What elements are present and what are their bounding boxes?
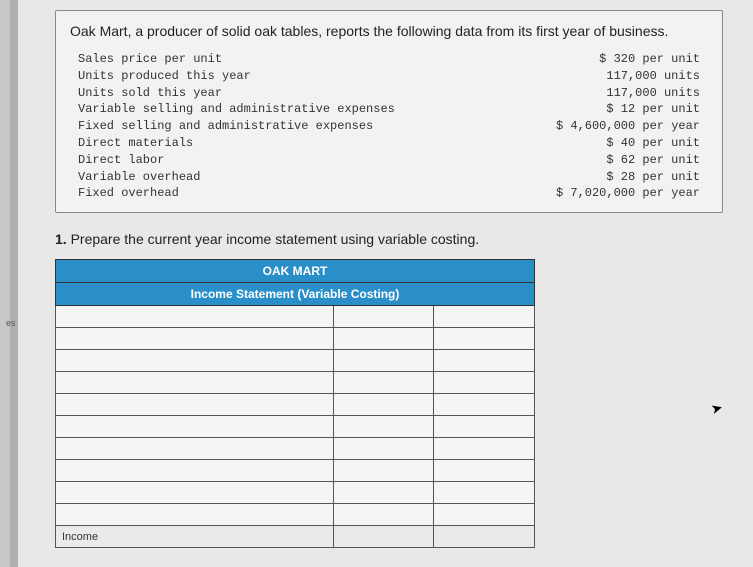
cell-desc[interactable] bbox=[56, 482, 334, 504]
table-row bbox=[56, 306, 535, 328]
income-statement-table: OAK MART Income Statement (Variable Cost… bbox=[55, 259, 535, 548]
data-label: Fixed overhead bbox=[78, 185, 179, 202]
cursor-icon: ➤ bbox=[709, 399, 725, 418]
cell-val[interactable] bbox=[333, 350, 434, 372]
data-value: $ 4,600,000 per year bbox=[556, 118, 700, 135]
cell-val[interactable] bbox=[434, 526, 535, 548]
data-row: Direct labor $ 62 per unit bbox=[70, 152, 708, 169]
data-row: Fixed selling and administrative expense… bbox=[70, 118, 708, 135]
data-value: $ 40 per unit bbox=[606, 135, 700, 152]
table-row bbox=[56, 350, 535, 372]
cell-desc[interactable] bbox=[56, 504, 334, 526]
data-row: Direct materials $ 40 per unit bbox=[70, 135, 708, 152]
data-value: $ 28 per unit bbox=[606, 169, 700, 186]
cell-val[interactable] bbox=[333, 416, 434, 438]
table-row bbox=[56, 438, 535, 460]
income-row: Income bbox=[56, 526, 535, 548]
data-label: Units sold this year bbox=[78, 85, 222, 102]
cell-desc[interactable] bbox=[56, 394, 334, 416]
cell-val[interactable] bbox=[434, 460, 535, 482]
data-value: $ 62 per unit bbox=[606, 152, 700, 169]
data-value: 117,000 units bbox=[606, 68, 700, 85]
problem-data-box: Oak Mart, a producer of solid oak tables… bbox=[55, 10, 723, 213]
table-header-company: OAK MART bbox=[56, 260, 535, 283]
table-row bbox=[56, 482, 535, 504]
cell-desc[interactable] bbox=[56, 460, 334, 482]
cell-val[interactable] bbox=[333, 526, 434, 548]
data-label: Variable selling and administrative expe… bbox=[78, 101, 395, 118]
cell-val[interactable] bbox=[434, 416, 535, 438]
data-row: Units sold this year 117,000 units bbox=[70, 85, 708, 102]
data-label: Units produced this year bbox=[78, 68, 251, 85]
cell-val[interactable] bbox=[333, 372, 434, 394]
income-statement-wrap: OAK MART Income Statement (Variable Cost… bbox=[55, 259, 535, 548]
question-body: Prepare the current year income statemen… bbox=[67, 231, 479, 247]
data-value: $ 7,020,000 per year bbox=[556, 185, 700, 202]
cell-desc[interactable] bbox=[56, 350, 334, 372]
table-row bbox=[56, 460, 535, 482]
cell-val[interactable] bbox=[434, 328, 535, 350]
table-row bbox=[56, 504, 535, 526]
table-row bbox=[56, 416, 535, 438]
data-list: Sales price per unit $ 320 per unit Units… bbox=[70, 51, 708, 202]
data-row: Units produced this year 117,000 units bbox=[70, 68, 708, 85]
cell-desc[interactable] bbox=[56, 328, 334, 350]
cell-val[interactable] bbox=[333, 482, 434, 504]
data-label: Direct materials bbox=[78, 135, 193, 152]
cell-desc[interactable] bbox=[56, 372, 334, 394]
data-label: Fixed selling and administrative expense… bbox=[78, 118, 373, 135]
table-row bbox=[56, 372, 535, 394]
cell-val[interactable] bbox=[333, 328, 434, 350]
income-label-cell: Income bbox=[56, 526, 334, 548]
cell-desc[interactable] bbox=[56, 306, 334, 328]
left-margin-strip bbox=[10, 0, 18, 567]
cell-val[interactable] bbox=[333, 306, 434, 328]
cell-val[interactable] bbox=[434, 438, 535, 460]
cell-desc[interactable] bbox=[56, 416, 334, 438]
question-number: 1. bbox=[55, 231, 67, 247]
cell-val[interactable] bbox=[333, 394, 434, 416]
intro-text: Oak Mart, a producer of solid oak tables… bbox=[70, 23, 708, 39]
cell-val[interactable] bbox=[434, 306, 535, 328]
page-container: es Oak Mart, a producer of solid oak tab… bbox=[10, 0, 753, 567]
question-text: 1. Prepare the current year income state… bbox=[55, 231, 723, 247]
data-value: 117,000 units bbox=[606, 85, 700, 102]
data-label: Variable overhead bbox=[78, 169, 200, 186]
cell-val[interactable] bbox=[434, 482, 535, 504]
cell-val[interactable] bbox=[333, 438, 434, 460]
data-label: Sales price per unit bbox=[78, 51, 222, 68]
table-row bbox=[56, 328, 535, 350]
table-header-title: Income Statement (Variable Costing) bbox=[56, 283, 535, 306]
cell-desc[interactable] bbox=[56, 438, 334, 460]
cell-val[interactable] bbox=[333, 504, 434, 526]
cell-val[interactable] bbox=[434, 504, 535, 526]
cell-val[interactable] bbox=[434, 394, 535, 416]
cell-val[interactable] bbox=[434, 372, 535, 394]
data-row: Fixed overhead $ 7,020,000 per year bbox=[70, 185, 708, 202]
side-tab-label: es bbox=[6, 318, 16, 328]
data-row: Variable overhead $ 28 per unit bbox=[70, 169, 708, 186]
table-row bbox=[56, 394, 535, 416]
cell-val[interactable] bbox=[434, 350, 535, 372]
data-value: $ 12 per unit bbox=[606, 101, 700, 118]
data-label: Direct labor bbox=[78, 152, 164, 169]
data-value: $ 320 per unit bbox=[599, 51, 700, 68]
cell-val[interactable] bbox=[333, 460, 434, 482]
data-row: Sales price per unit $ 320 per unit bbox=[70, 51, 708, 68]
data-row: Variable selling and administrative expe… bbox=[70, 101, 708, 118]
